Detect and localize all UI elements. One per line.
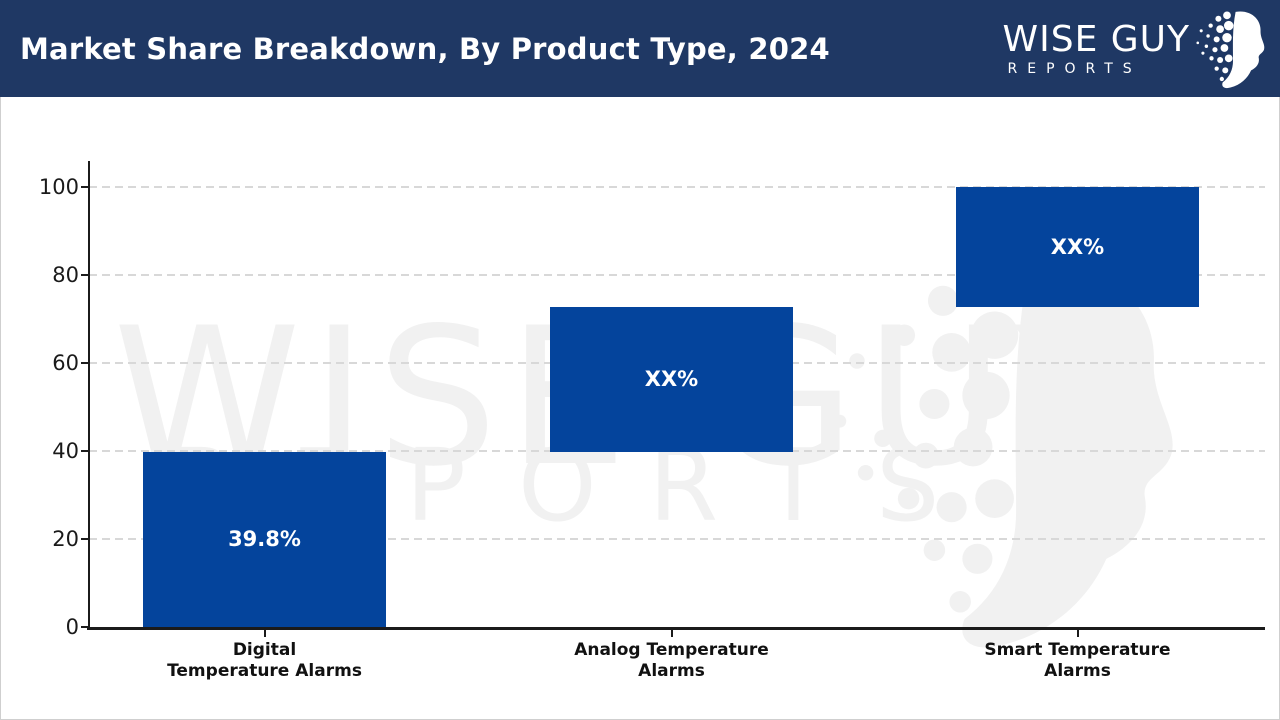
gridline-y80 bbox=[89, 274, 1265, 276]
brand-name: WISE GUY bbox=[1002, 18, 1190, 60]
bar-segment: XX% bbox=[956, 187, 1199, 307]
y-axis-tick-label: 0 bbox=[65, 615, 79, 639]
y-axis-tick-mark bbox=[81, 450, 88, 452]
y-axis-tick-label: 100 bbox=[38, 175, 79, 199]
y-axis-tick-mark bbox=[81, 274, 88, 276]
chart-canvas: WISE GUY REPORTS 0 20 40 60 80 100 39.8% XX% XX%… bbox=[0, 97, 1280, 720]
x-axis-line bbox=[87, 627, 1265, 630]
header-bar: Market Share Breakdown, By Product Type,… bbox=[0, 0, 1280, 97]
plot-area: 0 20 40 60 80 100 39.8% XX% XX% Digital Temperatu… bbox=[1, 97, 1279, 719]
x-axis-tick-mark bbox=[1076, 630, 1079, 637]
bar-value-label: XX% bbox=[1050, 234, 1105, 259]
y-axis-tick-mark bbox=[81, 538, 88, 540]
y-axis-tick-mark bbox=[81, 362, 88, 364]
y-axis-tick-label: 20 bbox=[52, 527, 79, 551]
y-axis-tick-label: 40 bbox=[52, 439, 79, 463]
bar-segment: XX% bbox=[550, 306, 793, 452]
dotted-head-logo-icon bbox=[1184, 4, 1270, 92]
bar-value-label: 39.8% bbox=[228, 527, 301, 552]
x-axis-category-label: Smart Temperature Alarms bbox=[984, 640, 1171, 681]
page-title: Market Share Breakdown, By Product Type,… bbox=[20, 31, 830, 66]
gridline-y20 bbox=[89, 538, 1265, 540]
y-axis-tick-label: 80 bbox=[52, 263, 79, 287]
gridline-y100 bbox=[89, 186, 1265, 188]
brand-logo: WISE GUY REPORTS bbox=[1003, 4, 1271, 92]
brand-logo-text: WISE GUY REPORTS bbox=[1002, 18, 1191, 77]
y-axis-line bbox=[88, 161, 90, 629]
y-axis-tick-label: 60 bbox=[52, 351, 79, 375]
y-axis-tick-mark bbox=[81, 626, 88, 628]
x-axis-category-label: Analog Temperature Alarms bbox=[574, 640, 769, 681]
bar-segment: 39.8% bbox=[143, 451, 386, 627]
x-axis-tick-mark bbox=[670, 630, 673, 637]
x-axis-category-label: Digital Temperature Alarms bbox=[167, 640, 362, 681]
bar-value-label: XX% bbox=[644, 367, 699, 392]
brand-subname: REPORTS bbox=[1007, 60, 1142, 77]
y-axis-tick-mark bbox=[81, 186, 88, 188]
x-axis-tick-mark bbox=[263, 630, 266, 637]
